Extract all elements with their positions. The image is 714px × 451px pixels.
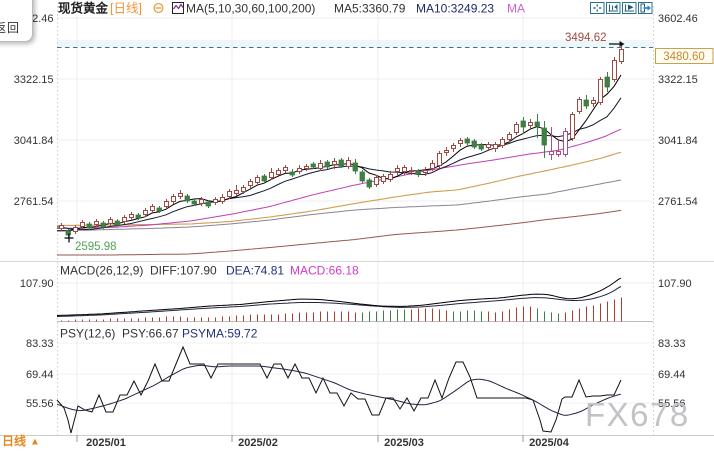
svg-text:MA(5,10,30,60,100,200): MA(5,10,30,60,100,200) [186, 2, 315, 16]
svg-text:PSY:66.67: PSY:66.67 [122, 327, 179, 341]
svg-text:MA5:3360.79: MA5:3360.79 [334, 2, 406, 16]
svg-text:DIFF:107.90: DIFF:107.90 [150, 264, 217, 278]
svg-text:[日线]: [日线] [110, 2, 142, 16]
svg-text:3494.62: 3494.62 [565, 32, 607, 44]
svg-text:69.44: 69.44 [26, 369, 54, 381]
svg-text:MA10:3249.23: MA10:3249.23 [416, 2, 494, 16]
svg-text:2761.54: 2761.54 [658, 196, 698, 208]
svg-text:83.33: 83.33 [26, 338, 54, 350]
svg-text:3041.84: 3041.84 [14, 135, 54, 147]
svg-text:现货黄金: 现货黄金 [58, 1, 109, 16]
svg-text:3322.15: 3322.15 [658, 74, 698, 86]
svg-text:2761.54: 2761.54 [14, 196, 54, 208]
svg-text:2025/04: 2025/04 [529, 437, 570, 449]
svg-text:3041.84: 3041.84 [658, 135, 698, 147]
svg-text:55.56: 55.56 [658, 398, 686, 410]
svg-text:107.90: 107.90 [658, 278, 692, 290]
svg-text:2595.98: 2595.98 [75, 241, 117, 253]
svg-text:DEA:74.81: DEA:74.81 [226, 264, 284, 278]
svg-text:69.44: 69.44 [658, 369, 686, 381]
svg-text:FX678: FX678 [585, 396, 690, 433]
svg-text:3602.46: 3602.46 [658, 13, 698, 25]
svg-text:PSY(12,6): PSY(12,6) [60, 327, 115, 341]
svg-text:MACD(26,12,9): MACD(26,12,9) [60, 264, 143, 278]
svg-text:MA: MA [507, 2, 525, 16]
svg-text:2025/03: 2025/03 [384, 437, 424, 449]
svg-text:3480.60: 3480.60 [663, 51, 705, 63]
svg-text:3322.15: 3322.15 [14, 74, 54, 86]
svg-text:2025/01: 2025/01 [86, 437, 126, 449]
svg-text:83.33: 83.33 [658, 338, 686, 350]
svg-text:2025/02: 2025/02 [238, 437, 278, 449]
svg-text:PSYMA:59.72: PSYMA:59.72 [182, 327, 258, 341]
svg-text:55.56: 55.56 [26, 398, 54, 410]
svg-text:MACD:66.18: MACD:66.18 [290, 264, 359, 278]
svg-text:107.90: 107.90 [20, 278, 54, 290]
svg-text:日线: 日线 [2, 433, 26, 448]
svg-text:▲: ▲ [30, 437, 40, 448]
